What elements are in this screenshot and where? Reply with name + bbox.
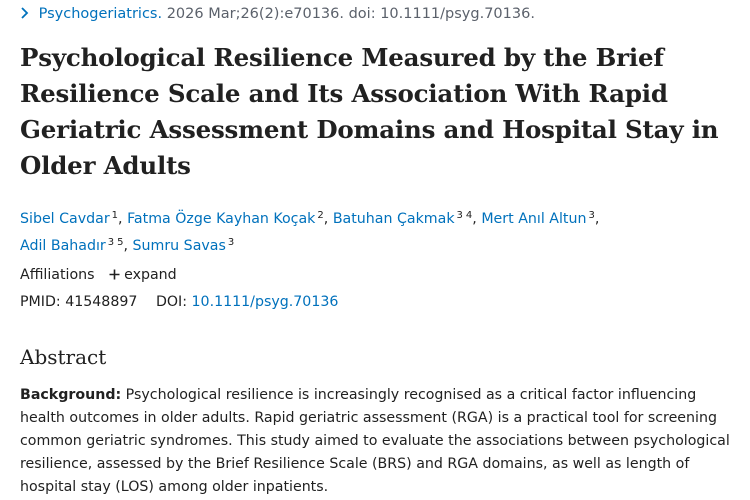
doi-label: DOI:	[155, 294, 187, 310]
author-item: Sibel Cavdar 1,	[20, 210, 128, 227]
doi-link[interactable]: 10.1111/psyg.70136	[191, 294, 339, 310]
author-list: Sibel Cavdar 1, Fatma Özge Kayhan Koçak 2,…	[20, 204, 735, 258]
affiliations-expand-button[interactable]: expand	[99, 267, 177, 283]
affiliation-ref[interactable]: 5	[117, 237, 124, 248]
author-link[interactable]: Mert Anıl Altun	[481, 211, 587, 227]
author-link[interactable]: Adil Bahadır	[20, 238, 106, 254]
background-text: Psychological resilience is increasingly…	[20, 387, 730, 495]
background-label: Background:	[20, 387, 122, 403]
expand-label: expand	[124, 267, 177, 283]
citation-line: Psychogeriatrics. 2026 Mar;26(2):e70136.…	[20, 4, 535, 24]
author-item: Sumru Savas 3	[132, 237, 235, 254]
affiliation-ref[interactable]: 3	[588, 210, 595, 221]
author-item: Adil Bahadır 3 5,	[20, 237, 133, 254]
author-item: Mert Anıl Altun 3,	[481, 210, 600, 227]
author-item: Fatma Özge Kayhan Koçak 2,	[127, 210, 333, 227]
pmid-value: 41548897	[65, 294, 138, 310]
chevron-right-icon[interactable]	[20, 4, 34, 24]
affiliation-ref[interactable]: 3	[456, 210, 463, 221]
affiliation-ref[interactable]: 2	[317, 210, 324, 221]
author-link[interactable]: Sibel Cavdar	[20, 211, 110, 227]
identifiers-row: PMID: 41548897 DOI: 10.1111/psyg.70136	[20, 291, 338, 313]
affiliation-ref[interactable]: 1	[111, 210, 119, 221]
plus-icon	[109, 264, 120, 286]
author-link[interactable]: Sumru Savas	[132, 238, 226, 254]
journal-link[interactable]: Psychogeriatrics.	[38, 6, 163, 22]
author-link[interactable]: Batuhan Çakmak	[332, 211, 455, 227]
affiliation-ref[interactable]: 4	[465, 210, 473, 221]
article-title: Psychological Resilience Measured by the…	[20, 43, 719, 180]
affiliations-label: Affiliations	[20, 267, 95, 283]
pmid-label: PMID:	[20, 294, 61, 310]
affiliation-ref[interactable]: 3	[107, 237, 115, 248]
abstract-background: Background: Psychological resilience is …	[20, 384, 742, 499]
affiliation-ref[interactable]: 3	[227, 237, 235, 248]
affiliations-row: Affiliations expand	[20, 264, 177, 286]
citation-details: 2026 Mar;26(2):e70136. doi: 10.1111/psyg…	[162, 6, 535, 22]
abstract-heading: Abstract	[20, 345, 107, 369]
author-item: Batuhan Çakmak 3 4,	[332, 210, 482, 227]
author-link[interactable]: Fatma Özge Kayhan Koçak	[127, 211, 316, 227]
